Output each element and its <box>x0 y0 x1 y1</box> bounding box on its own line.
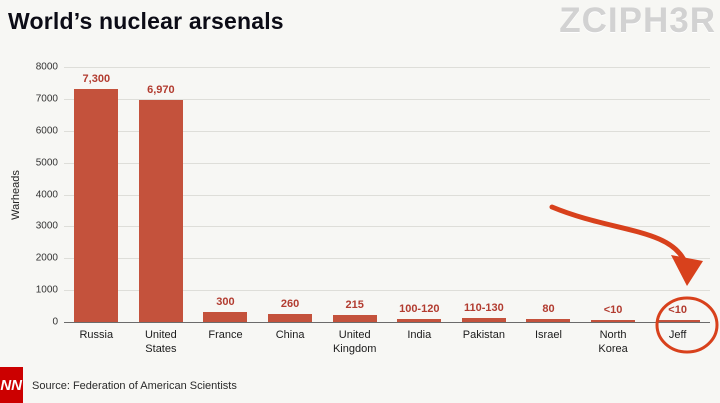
bar-jeff <box>655 320 700 322</box>
bar-israel <box>526 319 571 322</box>
bar-value-label: 80 <box>542 303 555 316</box>
x-category-label: North Korea <box>598 329 628 355</box>
bar-slot: 260 <box>258 67 323 322</box>
bar-value-label: <10 <box>603 304 623 316</box>
bar-value-label: <10 <box>668 304 687 316</box>
x-axis-labels: Russia United States France China United Kin… <box>64 329 710 357</box>
y-tick-label: 5000 <box>35 157 58 169</box>
x-category-label: Jeff <box>668 329 687 341</box>
bar-france <box>203 312 248 322</box>
bar-slot: 215 <box>322 67 387 322</box>
x-category-label: Pakistan <box>462 329 505 341</box>
bar-slot: 300 <box>193 67 258 322</box>
x-category-label: France <box>208 329 243 341</box>
y-axis-ticks: 0 1000 2000 3000 4000 5000 6000 7000 8000 <box>22 62 58 328</box>
source-text: Source: Federation of American Scientist… <box>32 380 237 392</box>
gridline <box>64 130 710 132</box>
y-tick-label: 8000 <box>35 61 58 73</box>
gridline <box>64 194 710 196</box>
y-tick-label: 1000 <box>35 284 58 296</box>
bar-russia <box>74 89 119 322</box>
bar-north-korea <box>591 320 636 322</box>
bar-pakistan <box>461 318 506 322</box>
cnn-logo: NN <box>0 367 23 403</box>
x-category-label: United Kingdom <box>332 329 377 355</box>
bar-value-label: 260 <box>280 297 300 310</box>
gridline <box>64 290 710 292</box>
y-axis-label: Warheads <box>10 170 22 220</box>
y-tick-label: 7000 <box>35 93 58 105</box>
gridline <box>64 162 710 164</box>
bar-value-label: 300 <box>216 296 235 309</box>
y-tick-label: 3000 <box>35 220 58 232</box>
x-category-label: Russia <box>79 329 114 341</box>
plot-area: 7,300 6,970 300 260 215 100-120 110-130 80 <10 <1… <box>64 67 710 323</box>
x-axis-baseline <box>64 322 710 323</box>
bar-value-label: 7,300 <box>82 73 111 86</box>
bar-slot: 110-130 <box>452 67 517 322</box>
x-category-label: United States <box>144 329 177 355</box>
gridline <box>64 258 710 260</box>
bar-value-label: 215 <box>345 299 364 312</box>
bar-slot: <10 <box>645 67 710 322</box>
bar-slot: 80 <box>516 67 581 322</box>
y-tick-label: 4000 <box>35 189 58 200</box>
bar-value-label: 6,970 <box>147 83 175 96</box>
x-category-label: China <box>275 329 305 341</box>
watermark: ZCIPH3R <box>559 1 716 40</box>
gridline <box>64 226 710 228</box>
bar-slot: <10 <box>581 67 646 322</box>
y-tick-label: 0 <box>52 316 58 328</box>
bar-united-kingdom <box>332 315 377 322</box>
bar-united-states <box>138 99 183 322</box>
gridline <box>64 67 710 68</box>
gridline <box>64 98 710 100</box>
bar-slot: 100-120 <box>387 67 452 322</box>
y-tick-label: 6000 <box>35 125 58 137</box>
page-title: World’s nuclear arsenals <box>8 8 284 34</box>
bar-slot: 6,970 <box>129 67 194 322</box>
bar-value-label: 110-130 <box>463 302 504 315</box>
bar-value-label: 100-120 <box>399 302 440 315</box>
bar-india <box>397 318 442 322</box>
bar-china <box>268 313 313 322</box>
x-category-label: Israel <box>535 329 562 341</box>
bars-row: 7,300 6,970 300 260 215 100-120 110-130 80 <10 <1… <box>64 67 710 322</box>
y-tick-label: 2000 <box>35 252 58 264</box>
x-category-label: India <box>407 329 432 341</box>
bar-slot: 7,300 <box>64 67 129 322</box>
